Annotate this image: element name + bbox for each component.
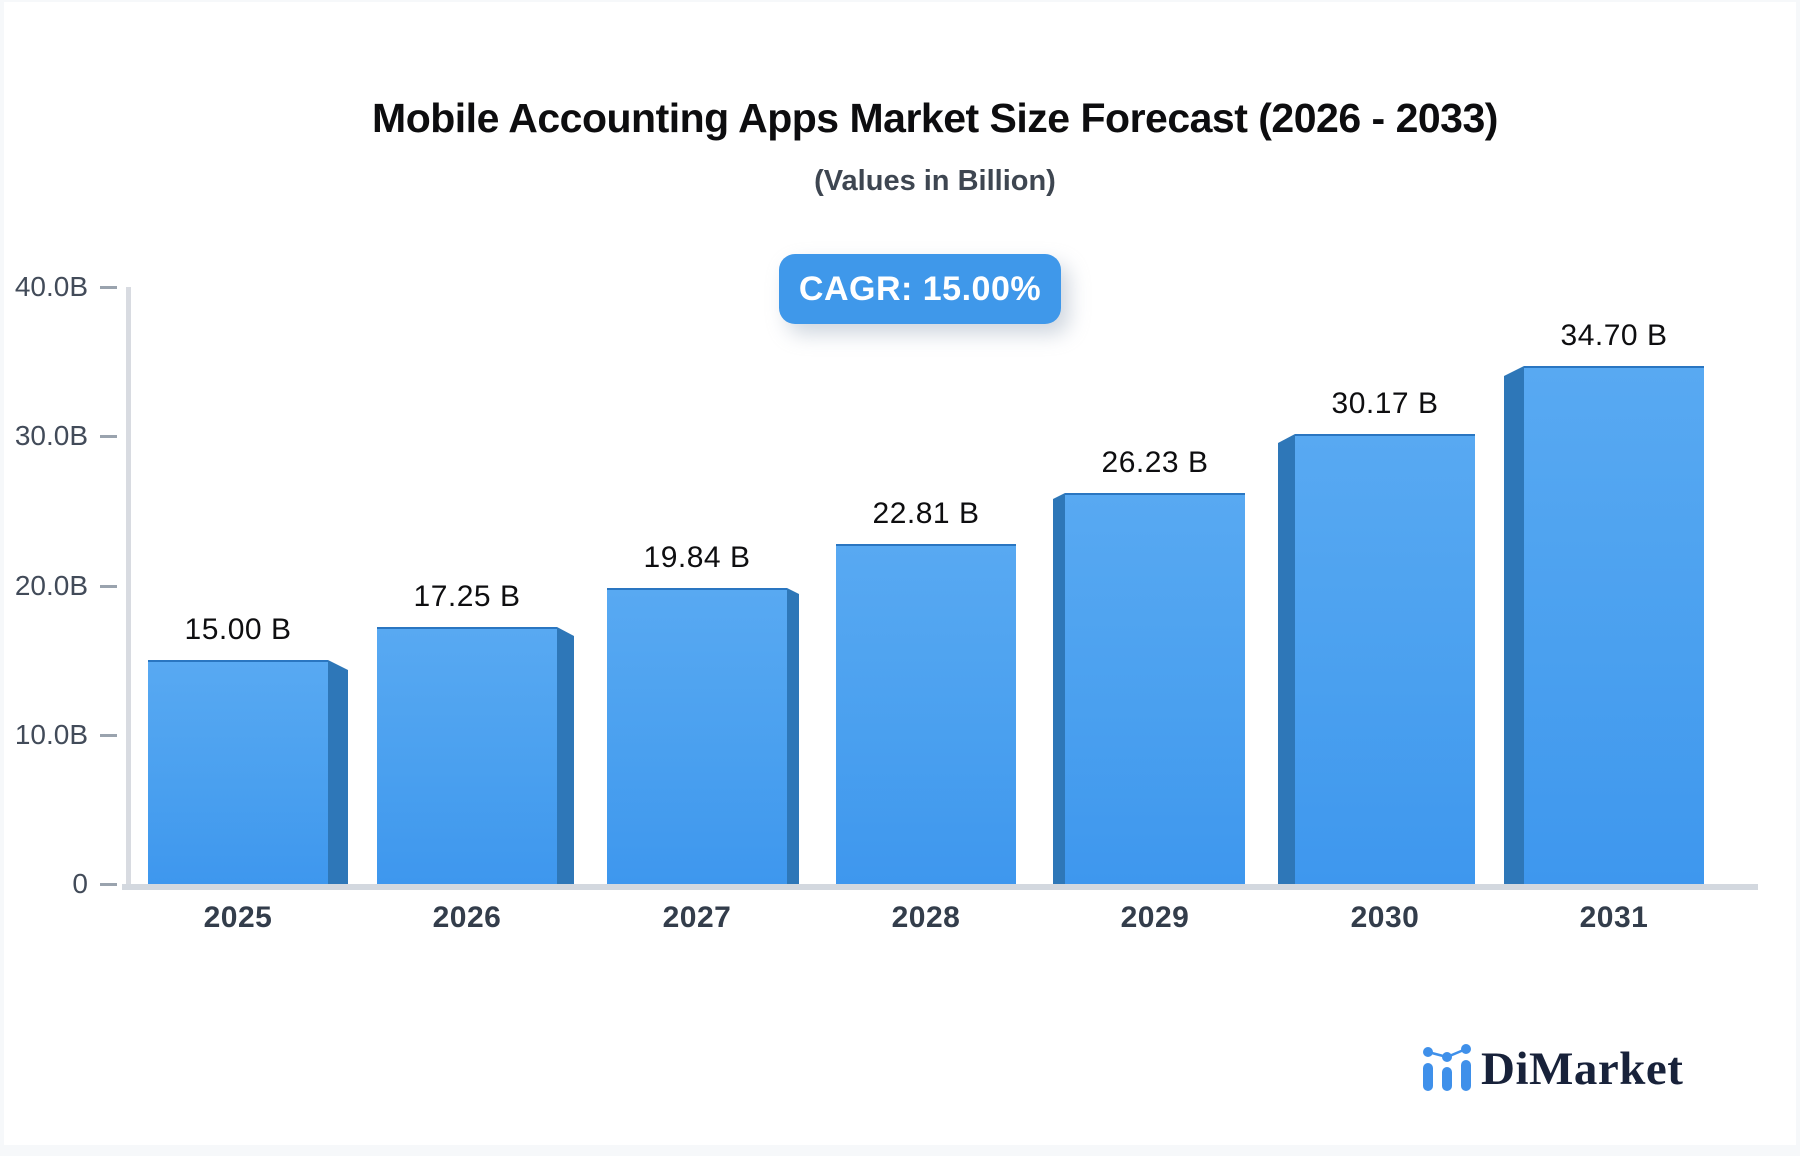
y-tick <box>100 435 117 438</box>
x-tick-label: 2030 <box>1350 901 1420 934</box>
bar-value-label: 30.17 B <box>1331 387 1439 420</box>
bar-3d-side <box>1053 493 1065 884</box>
y-tick-label: 30.0B <box>14 420 88 451</box>
bar-value-label: 15.00 B <box>184 613 292 646</box>
chart-subtitle: (Values in Billion) <box>814 165 1056 197</box>
x-tick-label: 2029 <box>1120 901 1190 934</box>
x-tick-label: 2026 <box>432 901 502 934</box>
brand-logo: DiMarket <box>1421 1042 1683 1094</box>
x-tick-label: 2028 <box>891 901 961 934</box>
cagr-badge: CAGR: 15.00% <box>779 254 1061 324</box>
logo-text: DiMarket <box>1481 1043 1684 1095</box>
x-axis-line <box>122 884 1758 890</box>
bar-3d-side <box>787 588 799 884</box>
bar <box>1065 493 1245 884</box>
bar <box>836 544 1016 884</box>
bar <box>148 660 328 884</box>
y-axis-line <box>126 287 131 884</box>
bar-value-label: 34.70 B <box>1560 319 1668 352</box>
y-tick-label: 0 <box>72 868 88 899</box>
bar <box>1295 434 1475 884</box>
chart-title: Mobile Accounting Apps Market Size Forec… <box>372 95 1498 141</box>
bar <box>377 627 557 884</box>
x-tick-label: 2031 <box>1579 901 1649 934</box>
cagr-badge-label: CAGR: 15.00% <box>798 269 1042 308</box>
y-tick <box>100 734 117 737</box>
y-tick <box>100 286 117 289</box>
bar-3d-side <box>1504 366 1524 884</box>
bar-value-label: 17.25 B <box>413 580 521 613</box>
bar-3d-side <box>328 660 348 884</box>
y-tick-label: 40.0B <box>14 271 88 302</box>
bar <box>607 588 787 884</box>
bar-value-label: 19.84 B <box>643 541 751 574</box>
x-tick-label: 2027 <box>662 901 732 934</box>
bar <box>1524 366 1704 884</box>
y-tick-label: 10.0B <box>14 719 88 750</box>
bar-value-label: 22.81 B <box>872 497 980 530</box>
bar-chart-trend-icon <box>1423 1044 1471 1091</box>
y-tick-label: 20.0B <box>14 570 88 601</box>
bar-3d-side <box>557 627 574 884</box>
y-tick <box>100 883 117 886</box>
bar-value-label: 26.23 B <box>1101 446 1209 479</box>
x-tick-label: 2025 <box>203 901 273 934</box>
bar-3d-side <box>1278 434 1295 884</box>
y-tick <box>100 585 117 588</box>
